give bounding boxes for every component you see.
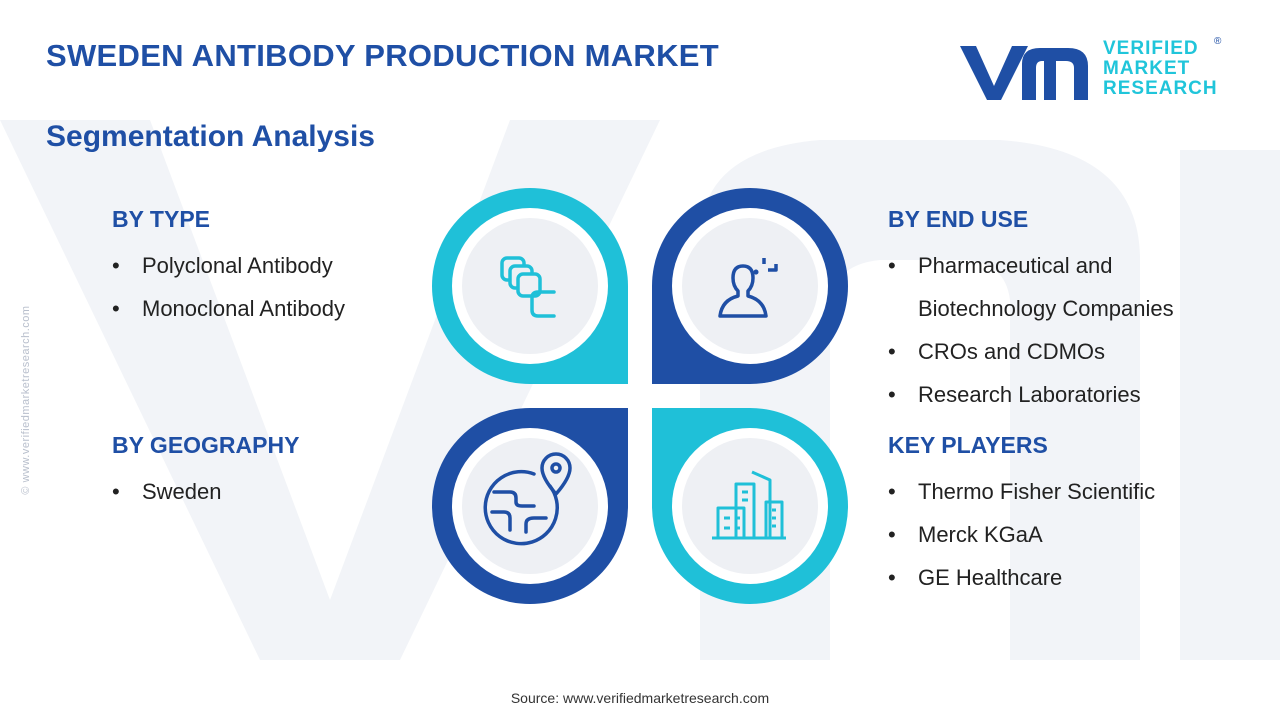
logo-line-verified: VERIFIED [1103, 38, 1199, 59]
globe-pin-icon [483, 452, 572, 546]
list-item: Thermo Fisher Scientific [888, 470, 1155, 513]
quad-bottom-right [652, 408, 848, 604]
quad-top-left [432, 188, 628, 384]
list-item: Merck KGaA [888, 513, 1155, 556]
segment-key-players: KEY PLAYERS Thermo Fisher Scientific Mer… [888, 432, 1155, 599]
segment-title: KEY PLAYERS [888, 432, 1048, 458]
page-subtitle: Segmentation Analysis [46, 120, 375, 153]
list-item: Sweden [112, 470, 299, 513]
segment-by-geography: BY GEOGRAPHY Sweden [112, 432, 299, 513]
segment-title: BY GEOGRAPHY [112, 432, 300, 458]
segment-by-end-use: BY END USE Pharmaceutical and Biotechnol… [888, 206, 1248, 416]
list-item: CROs and CDMOs [888, 330, 1248, 373]
buildings-icon [712, 470, 786, 540]
list-item: Research Laboratories [888, 373, 1248, 416]
page-title: SWEDEN ANTIBODY PRODUCTION MARKET [46, 38, 719, 73]
user-profile-icon [718, 258, 778, 318]
list-item: Pharmaceutical and Biotechnology Compani… [888, 244, 1248, 330]
segment-list: Sweden [112, 470, 299, 513]
segment-list: Polyclonal Antibody Monoclonal Antibody [112, 244, 345, 330]
side-url: © www.verifiedmarketresearch.com [20, 305, 32, 495]
segment-list: Thermo Fisher Scientific Merck KGaA GE H… [888, 470, 1155, 599]
logo-wordmark: VERIFIED MARKET RESEARCH [1103, 39, 1218, 99]
source-note: Source: www.verifiedmarketresearch.com [510, 690, 770, 706]
quad-bottom-left [432, 408, 628, 604]
list-item: Monoclonal Antibody [112, 287, 345, 330]
quad-top-right [652, 188, 848, 384]
segment-by-type: BY TYPE Polyclonal Antibody Monoclonal A… [112, 206, 345, 330]
list-item: Polyclonal Antibody [112, 244, 345, 287]
brand-logo: VERIFIED MARKET RESEARCH ® [958, 36, 1228, 102]
logo-line-research: RESEARCH [1103, 78, 1218, 99]
registered-mark: ® [1214, 36, 1222, 47]
segment-title: BY END USE [888, 206, 1029, 232]
segment-title: BY TYPE [112, 206, 210, 232]
segment-list: Pharmaceutical and Biotechnology Compani… [888, 244, 1248, 416]
vmr-logo-mark-icon [960, 46, 1088, 100]
layers-icon [500, 256, 556, 318]
logo-line-market: MARKET [1103, 58, 1191, 79]
segment-quad-graphic [432, 188, 848, 604]
list-item: GE Healthcare [888, 556, 1155, 599]
